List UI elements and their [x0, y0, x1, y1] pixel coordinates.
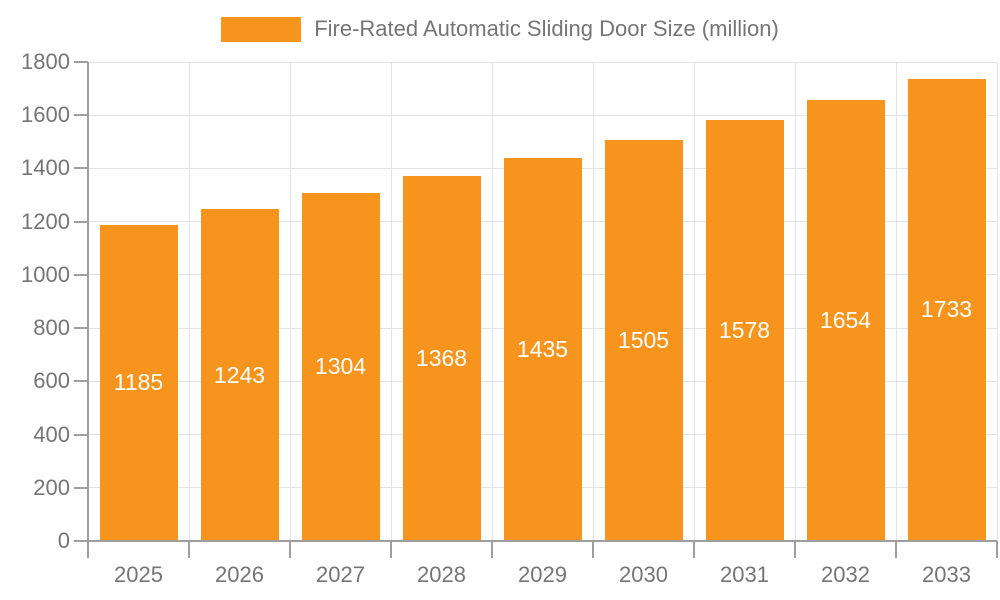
y-axis-tick — [74, 327, 88, 330]
legend-swatch-icon — [221, 16, 302, 42]
bar: 1733 — [907, 78, 986, 540]
bar-value-label: 1654 — [819, 306, 872, 333]
bar: 1185 — [99, 224, 178, 540]
x-axis-label: 2025 — [114, 562, 163, 587]
bar-value-label: 1185 — [113, 369, 164, 396]
legend: Fire-Rated Automatic Sliding Door Size (… — [0, 14, 1000, 44]
y-axis-label: 1000 — [21, 261, 70, 287]
bar: 1654 — [806, 99, 885, 540]
x-axis-tick — [592, 541, 594, 558]
x-axis-label: 2032 — [821, 562, 870, 587]
x-axis-tick — [87, 541, 89, 558]
bar-value-label: 1505 — [617, 326, 670, 353]
x-axis-label: 2026 — [215, 562, 264, 587]
x-axis-tick — [693, 541, 695, 558]
y-axis-tick — [74, 220, 88, 223]
y-gridline — [88, 61, 997, 63]
bar: 1304 — [301, 192, 380, 540]
x-axis-tick — [390, 541, 392, 558]
x-gridline — [491, 62, 493, 541]
y-axis-label: 1400 — [21, 155, 70, 181]
bar-value-label: 1368 — [415, 344, 468, 371]
y-axis-tick — [74, 486, 88, 489]
x-gridline — [188, 62, 190, 541]
y-axis-tick — [74, 167, 88, 170]
y-axis-tick — [74, 433, 88, 436]
x-gridline — [390, 62, 392, 541]
x-axis-label: 2028 — [417, 562, 466, 587]
y-gridline — [88, 114, 997, 116]
x-gridline — [794, 62, 796, 541]
y-axis-line — [87, 62, 89, 541]
x-axis-label: 2031 — [720, 562, 769, 587]
y-axis-tick — [74, 540, 88, 542]
y-axis-label: 600 — [33, 368, 70, 394]
x-axis-label: 2033 — [922, 562, 971, 587]
bar-value-label: 1733 — [920, 296, 973, 323]
bar: 1243 — [200, 209, 279, 540]
x-axis-label: 2029 — [518, 562, 567, 587]
x-gridline — [592, 62, 594, 541]
x-axis-tick — [996, 541, 998, 558]
y-axis-label: 1600 — [21, 102, 70, 128]
bar: 1578 — [705, 120, 784, 540]
x-gridline — [996, 62, 998, 541]
y-axis-label: 1200 — [21, 208, 70, 234]
x-gridline — [289, 62, 291, 541]
legend-item[interactable]: Fire-Rated Automatic Sliding Door Size (… — [221, 16, 779, 42]
x-axis-tick — [895, 541, 897, 558]
bar: 1505 — [604, 139, 683, 540]
y-axis-tick — [74, 114, 88, 117]
bar-value-label: 1304 — [314, 353, 367, 380]
bar-value-label: 1435 — [516, 336, 569, 363]
x-axis-tick — [289, 541, 291, 558]
bar-value-label: 1243 — [213, 361, 266, 388]
x-axis-tick — [794, 541, 796, 558]
y-axis-tick — [74, 380, 88, 383]
y-axis-label: 400 — [33, 421, 70, 447]
y-axis-tick — [74, 273, 88, 276]
y-axis-label: 200 — [33, 474, 70, 500]
y-axis-label: 1800 — [21, 49, 70, 74]
bar-value-label: 1578 — [718, 317, 771, 344]
y-axis-label: 0 — [57, 528, 70, 553]
x-axis-tick — [188, 541, 190, 558]
x-gridline — [895, 62, 897, 541]
y-axis-tick — [74, 61, 88, 63]
x-gridline — [693, 62, 695, 541]
x-axis-label: 2027 — [316, 562, 365, 587]
bar: 1368 — [402, 175, 481, 540]
y-axis-label: 800 — [33, 315, 70, 341]
x-axis-tick — [491, 541, 493, 558]
x-axis-label: 2030 — [619, 562, 668, 587]
bar: 1435 — [503, 158, 582, 540]
x-axis-line — [88, 540, 997, 542]
legend-label: Fire-Rated Automatic Sliding Door Size (… — [314, 16, 779, 41]
